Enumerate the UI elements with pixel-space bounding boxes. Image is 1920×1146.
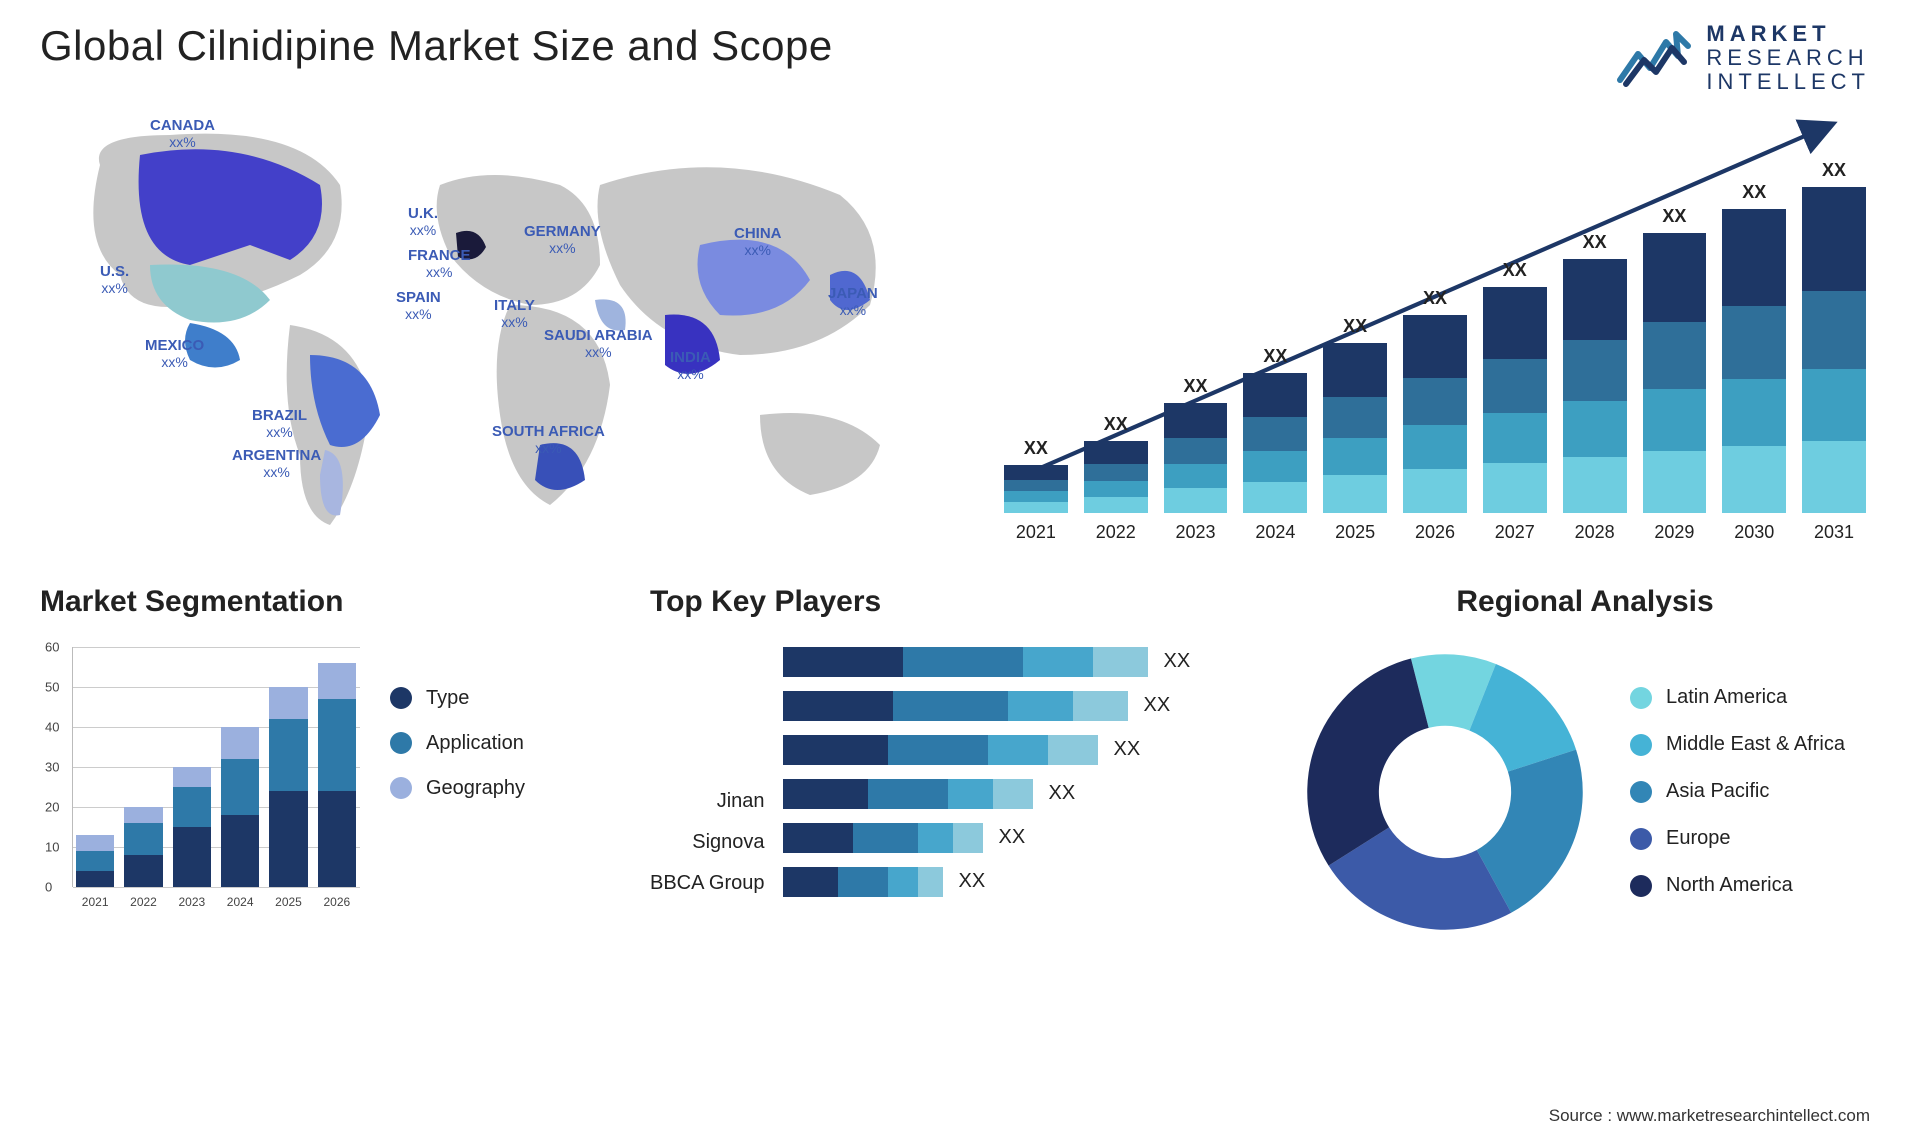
growth-bar: XX2030 — [1722, 182, 1786, 513]
growth-bar: XX2031 — [1802, 160, 1866, 513]
logo-icon — [1616, 26, 1692, 90]
key-player-label: Jinan — [650, 790, 765, 813]
regional-section: Regional Analysis Latin America Middle Ea… — [1300, 585, 1870, 937]
growth-bar: XX2024 — [1243, 346, 1307, 513]
map-country-label: SPAINxx% — [396, 289, 441, 322]
key-player-bar: XX — [783, 867, 1250, 897]
map-country-label: CANADAxx% — [150, 117, 215, 150]
map-country-label: INDIAxx% — [670, 349, 711, 382]
segmentation-bar — [269, 687, 307, 887]
key-players-section: Top Key Players Jinan Signova BBCA Group X… — [650, 585, 1250, 937]
header: Global Cilnidipine Market Size and Scope… — [0, 0, 1920, 105]
growth-bar: XX2028 — [1563, 232, 1627, 513]
growth-bar: XX2026 — [1403, 288, 1467, 513]
key-player-bar: XX — [783, 779, 1250, 809]
map-country-label: ITALYxx% — [494, 297, 535, 330]
map-country-label: U.K.xx% — [408, 205, 438, 238]
segmentation-bar — [221, 727, 259, 887]
growth-bar: XX2027 — [1483, 260, 1547, 513]
growth-bar: XX2023 — [1164, 376, 1228, 513]
segmentation-bar — [173, 767, 211, 887]
key-player-bar: XX — [783, 823, 1250, 853]
segmentation-chart: 0102030405060 202120222023202420252026 — [40, 647, 360, 907]
growth-bar: XX2022 — [1084, 414, 1148, 513]
map-svg — [40, 105, 940, 545]
growth-chart: XX2021XX2022XX2023XX2024XX2025XX2026XX20… — [1000, 105, 1870, 545]
world-map: CANADAxx% U.S.xx% MEXICOxx% BRAZILxx% ARGENT… — [40, 105, 940, 545]
bottom-row: Market Segmentation 0102030405060 202120… — [0, 545, 1920, 937]
logo-text: MARKET RESEARCH INTELLECT — [1706, 22, 1870, 95]
map-country-label: SAUDI ARABIAxx% — [544, 327, 653, 360]
legend-item: Latin America — [1630, 686, 1845, 709]
map-country-label: BRAZILxx% — [252, 407, 307, 440]
segmentation-bar — [76, 835, 114, 887]
growth-bar: XX2025 — [1323, 316, 1387, 513]
map-country-label: CHINAxx% — [734, 225, 782, 258]
regional-donut — [1300, 647, 1590, 937]
legend-item: Geography — [390, 777, 525, 800]
top-row: CANADAxx% U.S.xx% MEXICOxx% BRAZILxx% ARGENT… — [0, 105, 1920, 545]
segmentation-section: Market Segmentation 0102030405060 202120… — [40, 585, 600, 937]
key-players-labels: Jinan Signova BBCA Group — [650, 647, 765, 897]
donut-slice — [1307, 658, 1428, 865]
map-country-label: ARGENTINAxx% — [232, 447, 321, 480]
key-player-bar: XX — [783, 647, 1250, 677]
legend-item: North America — [1630, 874, 1845, 897]
page-title: Global Cilnidipine Market Size and Scope — [40, 22, 833, 70]
key-players-bars: XX XX XX XX XX XX — [783, 647, 1250, 897]
regional-legend: Latin America Middle East & Africa Asia Pa… — [1630, 686, 1845, 897]
legend-item: Application — [390, 732, 525, 755]
map-country-label: JAPANxx% — [828, 285, 878, 318]
legend-item: Type — [390, 687, 525, 710]
brand-logo: MARKET RESEARCH INTELLECT — [1616, 22, 1870, 95]
segmentation-title: Market Segmentation — [40, 585, 600, 619]
key-player-bar: XX — [783, 735, 1250, 765]
key-player-bar: XX — [783, 691, 1250, 721]
segmentation-legend: Type Application Geography — [390, 647, 525, 907]
key-players-title: Top Key Players — [650, 585, 1250, 619]
segmentation-bar — [124, 807, 162, 887]
source-text: Source : www.marketresearchintellect.com — [1549, 1106, 1870, 1126]
growth-bar: XX2029 — [1643, 206, 1707, 513]
map-country-label: SOUTH AFRICAxx% — [492, 423, 605, 456]
legend-item: Middle East & Africa — [1630, 733, 1845, 756]
growth-bar: XX2021 — [1004, 438, 1068, 513]
legend-item: Asia Pacific — [1630, 780, 1845, 803]
segmentation-bar — [318, 663, 356, 887]
legend-item: Europe — [1630, 827, 1845, 850]
key-player-label: Signova — [650, 831, 765, 854]
map-country-label: MEXICOxx% — [145, 337, 204, 370]
map-country-label: GERMANYxx% — [524, 223, 601, 256]
key-player-label: BBCA Group — [650, 872, 765, 895]
map-country-label: U.S.xx% — [100, 263, 129, 296]
map-country-label: FRANCExx% — [408, 247, 471, 280]
regional-title: Regional Analysis — [1300, 585, 1870, 619]
